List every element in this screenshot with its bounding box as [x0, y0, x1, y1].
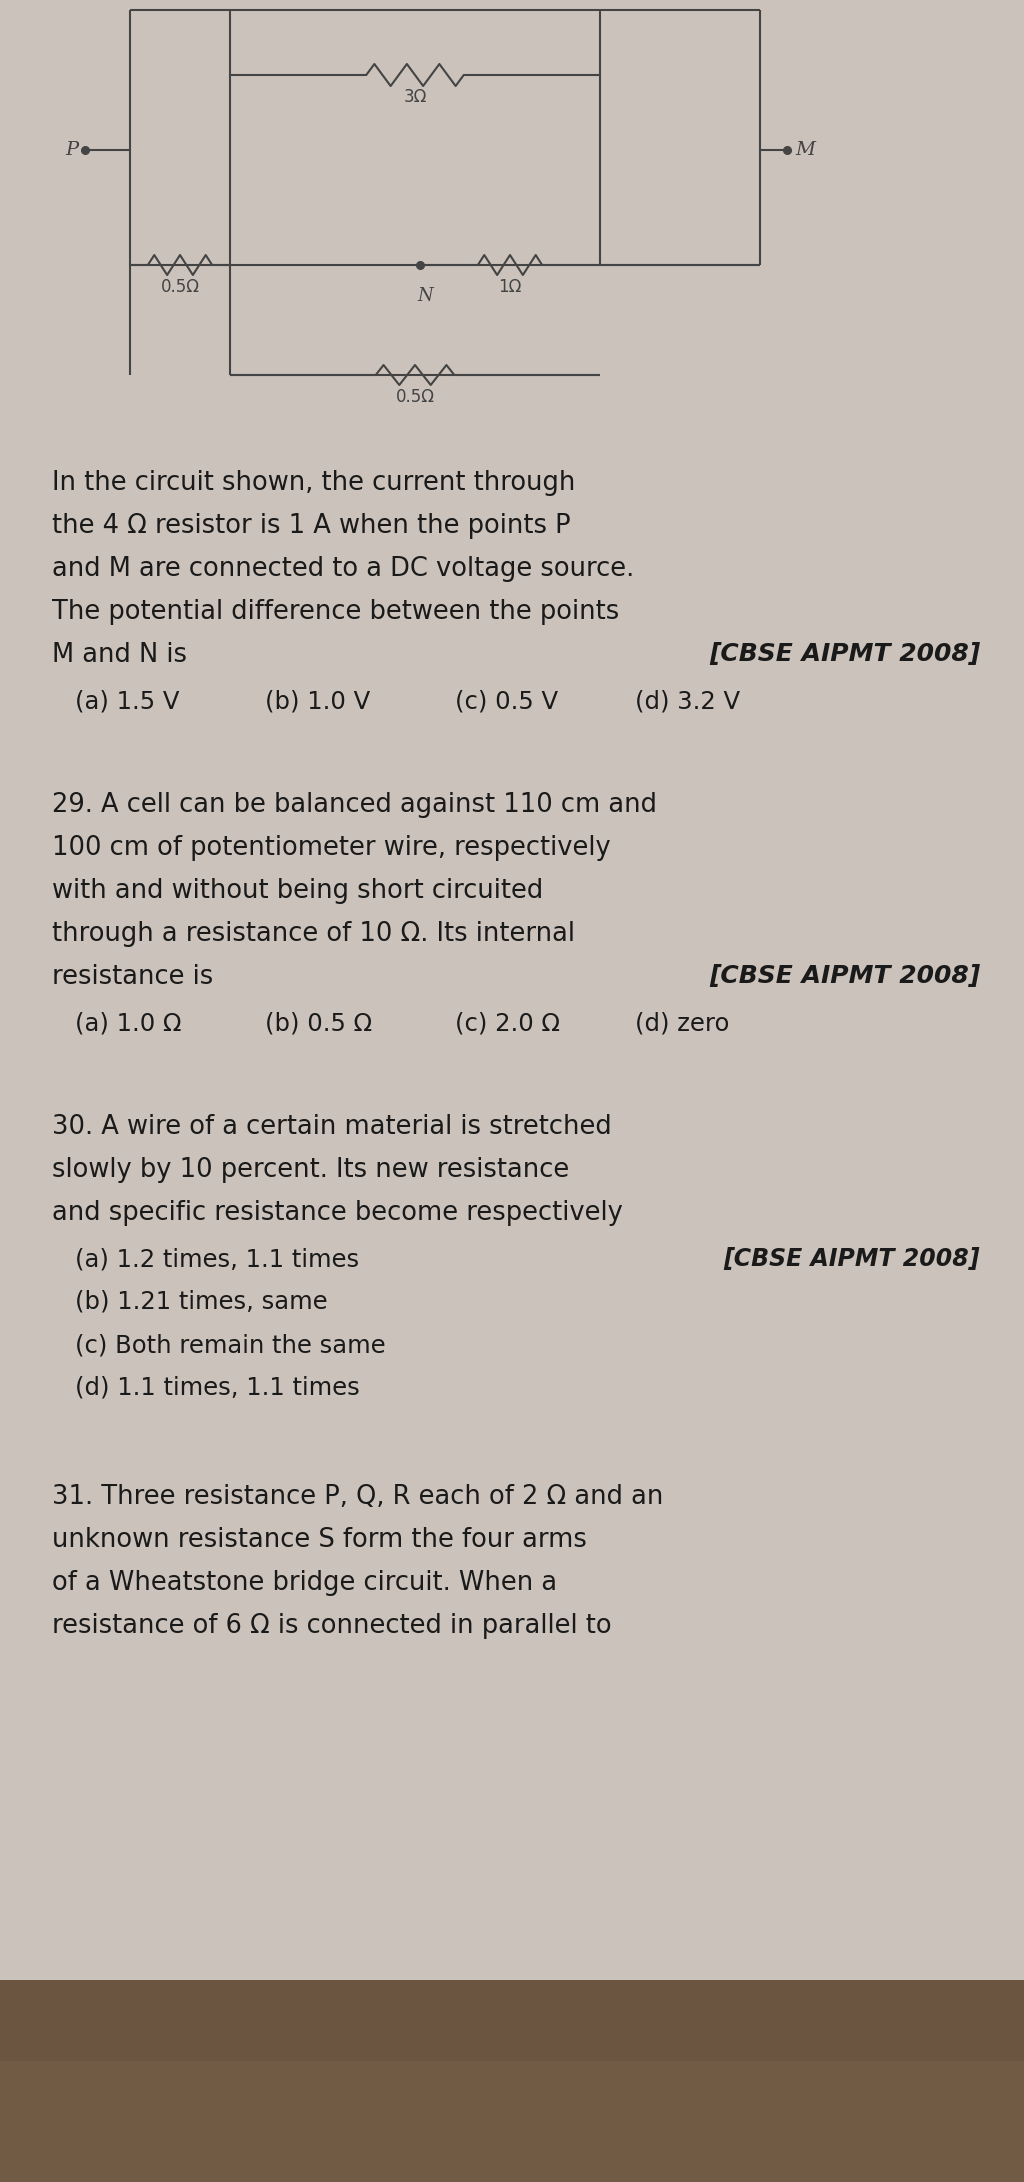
Text: P: P: [65, 142, 78, 159]
Text: M: M: [795, 142, 815, 159]
Text: (b) 1.0 V: (b) 1.0 V: [265, 690, 371, 714]
Text: In the circuit shown, the current through: In the circuit shown, the current throug…: [52, 469, 575, 495]
Text: (c) 2.0 Ω: (c) 2.0 Ω: [455, 1010, 560, 1034]
Text: (c) Both remain the same: (c) Both remain the same: [75, 1333, 386, 1357]
Text: 0.5Ω: 0.5Ω: [161, 277, 200, 297]
Text: 100 cm of potentiometer wire, respectively: 100 cm of potentiometer wire, respective…: [52, 836, 610, 862]
Text: with and without being short circuited: with and without being short circuited: [52, 877, 544, 903]
Text: resistance of 6 Ω is connected in parallel to: resistance of 6 Ω is connected in parall…: [52, 1612, 611, 1639]
Text: (a) 1.5 V: (a) 1.5 V: [75, 690, 179, 714]
Text: (b) 1.21 times, same: (b) 1.21 times, same: [75, 1290, 328, 1314]
Text: 31. Three resistance P, Q, R each of 2 Ω and an: 31. Three resistance P, Q, R each of 2 Ω…: [52, 1484, 664, 1510]
Bar: [0, 2060, 1024, 2182]
Text: 29. A cell can be balanced against 110 cm and: 29. A cell can be balanced against 110 c…: [52, 792, 657, 818]
Text: M and N is: M and N is: [52, 642, 187, 668]
Text: [CBSE AIPMT 2008]: [CBSE AIPMT 2008]: [724, 1246, 980, 1270]
Text: N: N: [417, 288, 433, 305]
Text: [CBSE AIPMT 2008]: [CBSE AIPMT 2008]: [709, 642, 980, 666]
Text: through a resistance of 10 Ω. Its internal: through a resistance of 10 Ω. Its intern…: [52, 921, 575, 947]
Text: (d) 1.1 times, 1.1 times: (d) 1.1 times, 1.1 times: [75, 1377, 359, 1401]
Text: (b) 0.5 Ω: (b) 0.5 Ω: [265, 1010, 372, 1034]
Text: unknown resistance S form the four arms: unknown resistance S form the four arms: [52, 1527, 587, 1554]
Text: of a Wheatstone bridge circuit. When a: of a Wheatstone bridge circuit. When a: [52, 1571, 557, 1595]
Text: and M are connected to a DC voltage source.: and M are connected to a DC voltage sour…: [52, 556, 634, 583]
Text: slowly by 10 percent. Its new resistance: slowly by 10 percent. Its new resistance: [52, 1156, 569, 1183]
Text: (a) 1.2 times, 1.1 times: (a) 1.2 times, 1.1 times: [75, 1246, 359, 1270]
Text: (c) 0.5 V: (c) 0.5 V: [455, 690, 558, 714]
Text: 0.5Ω: 0.5Ω: [395, 388, 434, 406]
Text: 30. A wire of a certain material is stretched: 30. A wire of a certain material is stre…: [52, 1115, 611, 1139]
Text: and specific resistance become respectively: and specific resistance become respectiv…: [52, 1200, 623, 1226]
Text: resistance is: resistance is: [52, 964, 213, 991]
Text: 3Ω: 3Ω: [403, 87, 427, 107]
Text: 1Ω: 1Ω: [499, 277, 521, 297]
Text: [CBSE AIPMT 2008]: [CBSE AIPMT 2008]: [709, 964, 980, 988]
Text: The potential difference between the points: The potential difference between the poi…: [52, 600, 620, 624]
Text: (d) 3.2 V: (d) 3.2 V: [635, 690, 740, 714]
Text: the 4 Ω resistor is 1 A when the points P: the 4 Ω resistor is 1 A when the points …: [52, 513, 570, 539]
Text: (d) zero: (d) zero: [635, 1010, 729, 1034]
Bar: [0, 1979, 1024, 2182]
Text: (a) 1.0 Ω: (a) 1.0 Ω: [75, 1010, 181, 1034]
